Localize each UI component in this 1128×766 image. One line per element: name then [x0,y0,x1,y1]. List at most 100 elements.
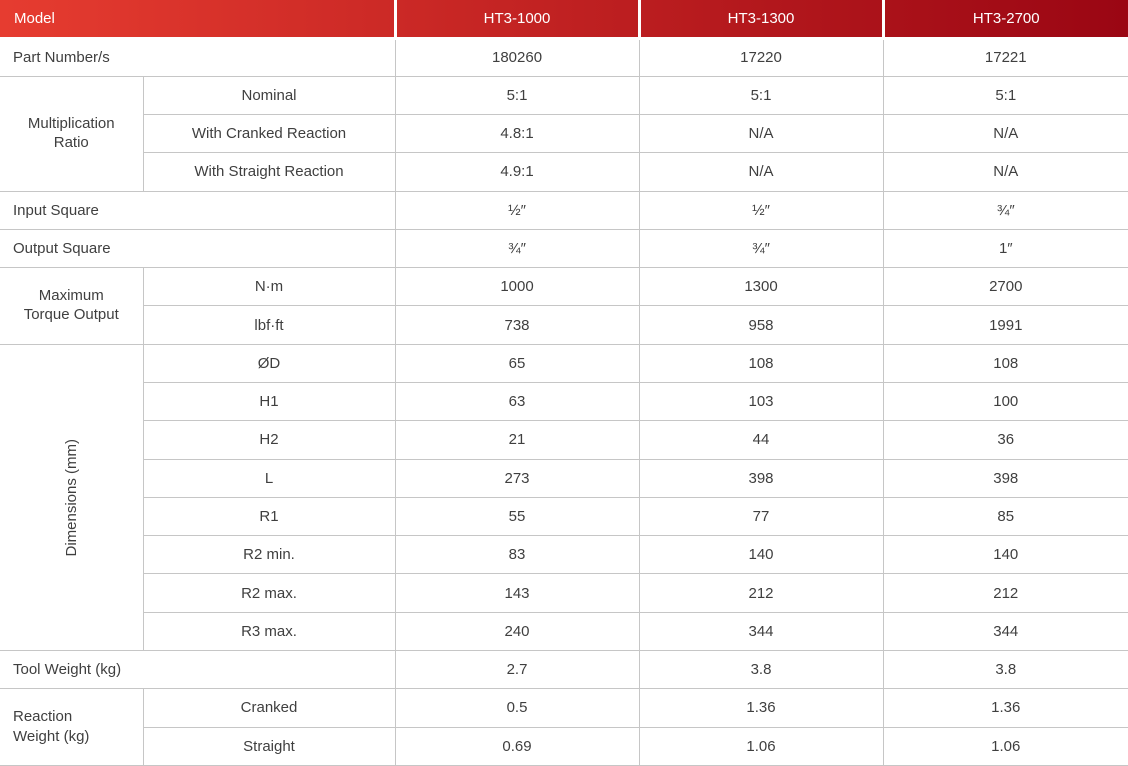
sub-label: lbf·ft [143,305,396,345]
sub-label: Cranked [143,688,396,728]
row-torque-lbfft: lbf·ft 738 958 1991 [0,305,1128,345]
value-cell: 21 [394,420,640,460]
row-ratio-nominal: Multiplication Ratio Nominal 5:1 5:1 5:1 [0,76,1128,192]
value-cell: N/A [638,114,884,154]
value-cell: 1.06 [882,727,1128,766]
value-cell: N/A [882,152,1128,192]
value-cell: 2700 [882,267,1128,307]
sub-label: Nominal [143,76,396,116]
group-label-max-torque: Maximum Torque Output [0,267,144,345]
row-dim-r2max: R2 max. 143 212 212 [0,573,1128,613]
value-cell: 5:1 [394,76,640,116]
value-cell: ¾″ [638,229,884,269]
value-cell: 398 [882,459,1128,498]
label-output-square: Output Square [0,229,396,269]
value-cell: 240 [394,612,640,652]
value-cell: 180260 [394,38,640,77]
value-cell: 77 [638,497,884,537]
row-ratio-cranked: With Cranked Reaction 4.8:1 N/A N/A [0,114,1128,154]
value-cell: 4.9:1 [394,152,640,192]
value-cell: 3.8 [882,650,1128,690]
row-input-square: Input Square ½″ ½″ ¾″ [0,191,1128,230]
row-reaction-straight: Straight 0.69 1.06 1.06 [0,727,1128,766]
row-torque-nm: Maximum Torque Output N·m 1000 1300 2700 [0,267,1128,345]
value-cell: ½″ [394,191,640,230]
value-cell: 103 [638,382,884,422]
row-ratio-straight: With Straight Reaction 4.9:1 N/A N/A [0,152,1128,192]
value-cell: 5:1 [882,76,1128,116]
sub-label: Straight [143,727,396,766]
row-dim-od: Dimensions (mm) ØD 65 108 108 [0,344,1128,652]
value-cell: 1.06 [638,727,884,766]
value-cell: 5:1 [638,76,884,116]
value-cell: 3.8 [638,650,884,690]
row-dim-r2min: R2 min. 83 140 140 [0,535,1128,575]
sub-label: H1 [143,382,396,422]
value-cell: 0.69 [394,727,640,766]
value-cell: 17220 [638,38,884,77]
value-cell: 36 [882,420,1128,460]
column-header-ht3-2700: HT3-2700 [881,0,1128,40]
value-cell: 1″ [882,229,1128,269]
sub-label: With Straight Reaction [143,152,396,192]
value-cell: 1991 [882,305,1128,345]
value-cell: 212 [882,573,1128,613]
value-cell: N/A [882,114,1128,154]
value-cell: 738 [394,305,640,345]
value-cell: 273 [394,459,640,498]
value-cell: 1300 [638,267,884,307]
row-part-number: Part Number/s 180260 17220 17221 [0,38,1128,77]
value-cell: 17221 [882,38,1128,77]
row-reaction-cranked: Reaction Weight (kg) Cranked 0.5 1.36 1.… [0,688,1128,766]
model-header-cell: Model [0,0,396,40]
value-cell: 344 [882,612,1128,652]
group-label-multiplication-ratio: Multiplication Ratio [0,76,144,192]
value-cell: 85 [882,497,1128,537]
value-cell: N/A [638,152,884,192]
row-dim-r1: R1 55 77 85 [0,497,1128,537]
column-header-ht3-1000: HT3-1000 [393,0,640,40]
value-cell: 2.7 [394,650,640,690]
value-cell: ¾″ [394,229,640,269]
value-cell: 83 [394,535,640,575]
sub-label: L [143,459,396,498]
value-cell: 212 [638,573,884,613]
sub-label: R1 [143,497,396,537]
value-cell: 140 [638,535,884,575]
value-cell: 344 [638,612,884,652]
label-part-number: Part Number/s [0,38,396,77]
row-output-square: Output Square ¾″ ¾″ 1″ [0,229,1128,269]
value-cell: 55 [394,497,640,537]
value-cell: 140 [882,535,1128,575]
value-cell: 1000 [394,267,640,307]
sub-label: With Cranked Reaction [143,114,396,154]
value-cell: 108 [882,344,1128,384]
group-label-dimensions: Dimensions (mm) [0,344,144,652]
value-cell: ½″ [638,191,884,230]
row-dim-h1: H1 63 103 100 [0,382,1128,422]
sub-label: R2 min. [143,535,396,575]
sub-label: R2 max. [143,573,396,613]
value-cell: 4.8:1 [394,114,640,154]
value-cell: 143 [394,573,640,613]
group-label-reaction-weight: Reaction Weight (kg) [0,688,144,766]
row-dim-l: L 273 398 398 [0,459,1128,498]
value-cell: 100 [882,382,1128,422]
header-row: Model HT3-1000 HT3-1300 HT3-2700 [0,0,1128,40]
column-header-ht3-1300: HT3-1300 [637,0,884,40]
value-cell: 44 [638,420,884,460]
value-cell: 398 [638,459,884,498]
sub-label: H2 [143,420,396,460]
dimensions-rotated-label: Dimensions (mm) [62,438,80,557]
label-input-square: Input Square [0,191,396,230]
row-dim-r3max: R3 max. 240 344 344 [0,612,1128,652]
value-cell: 65 [394,344,640,384]
value-cell: 1.36 [638,688,884,728]
value-cell: 108 [638,344,884,384]
row-dim-h2: H2 21 44 36 [0,420,1128,460]
value-cell: 63 [394,382,640,422]
value-cell: 0.5 [394,688,640,728]
sub-label: ØD [143,344,396,384]
row-tool-weight: Tool Weight (kg) 2.7 3.8 3.8 [0,650,1128,690]
